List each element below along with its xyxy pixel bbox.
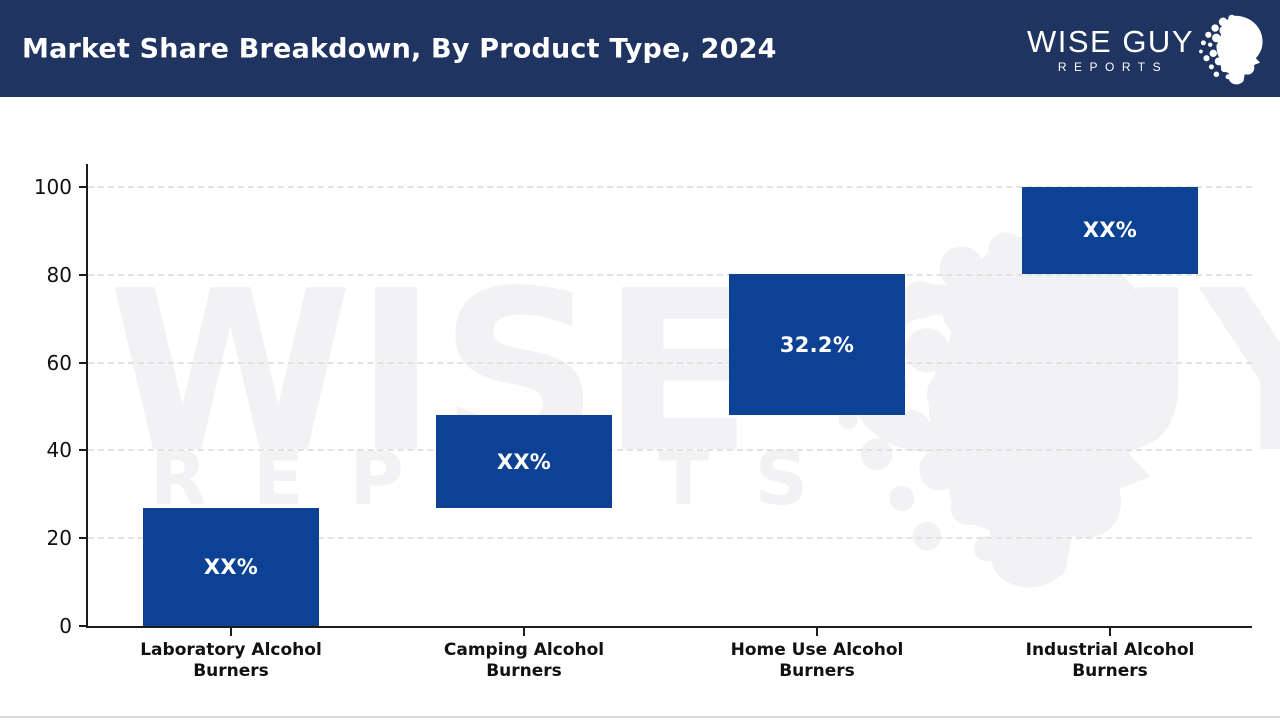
x-tick-mark [816,628,818,636]
bar-segment: XX% [436,415,612,509]
y-tick-label: 0 [59,614,72,638]
x-category-label: Laboratory Alcohol Burners [140,640,322,682]
brand-logo: WISE GUY REPORTS [1027,5,1270,93]
logo-wordmark: WISE GUY [1026,23,1194,59]
x-category-label: Home Use Alcohol Burners [730,640,904,682]
page-title: Market Share Breakdown, By Product Type,… [22,33,777,64]
x-tick-mark [230,628,232,636]
x-axis-line [86,626,1252,628]
y-tick-mark [79,449,88,452]
y-tick-mark [79,273,88,276]
y-tick-label: 40 [46,438,72,463]
logo-subtitle: REPORTS [1057,60,1169,75]
gridline [88,273,1252,276]
logo-face-icon [1196,7,1270,91]
y-tick-mark [79,186,88,188]
gridline [88,186,1252,188]
bar-segment: XX% [143,508,319,626]
gridline [88,537,1252,540]
bar-value-label: 32.2% [779,332,855,357]
y-tick-label: 20 [46,526,72,551]
bar-segment: 32.2% [729,273,905,416]
bar-value-label: XX% [496,449,552,474]
y-tick-label: 100 [33,175,72,199]
y-tick-label: 60 [46,350,72,375]
x-category-label: Camping Alcohol Burners [443,640,605,682]
footer-divider [0,716,1280,718]
gridline [88,449,1252,452]
y-tick-mark [79,625,88,627]
bar-value-label: XX% [203,555,259,580]
gridline [88,361,1252,364]
y-tick-mark [79,537,88,540]
x-tick-mark [523,628,525,636]
bar-segment: XX% [1022,187,1198,274]
y-axis-line [86,164,88,628]
brand-logo-text: WISE GUY REPORTS [1027,24,1194,75]
header-bar: Market Share Breakdown, By Product Type,… [0,0,1280,97]
y-tick-mark [79,361,88,364]
x-tick-mark [1109,628,1111,636]
y-tick-label: 80 [46,262,72,287]
bar-value-label: XX% [1082,218,1138,243]
x-category-label: Industrial Alcohol Burners [1025,640,1195,682]
